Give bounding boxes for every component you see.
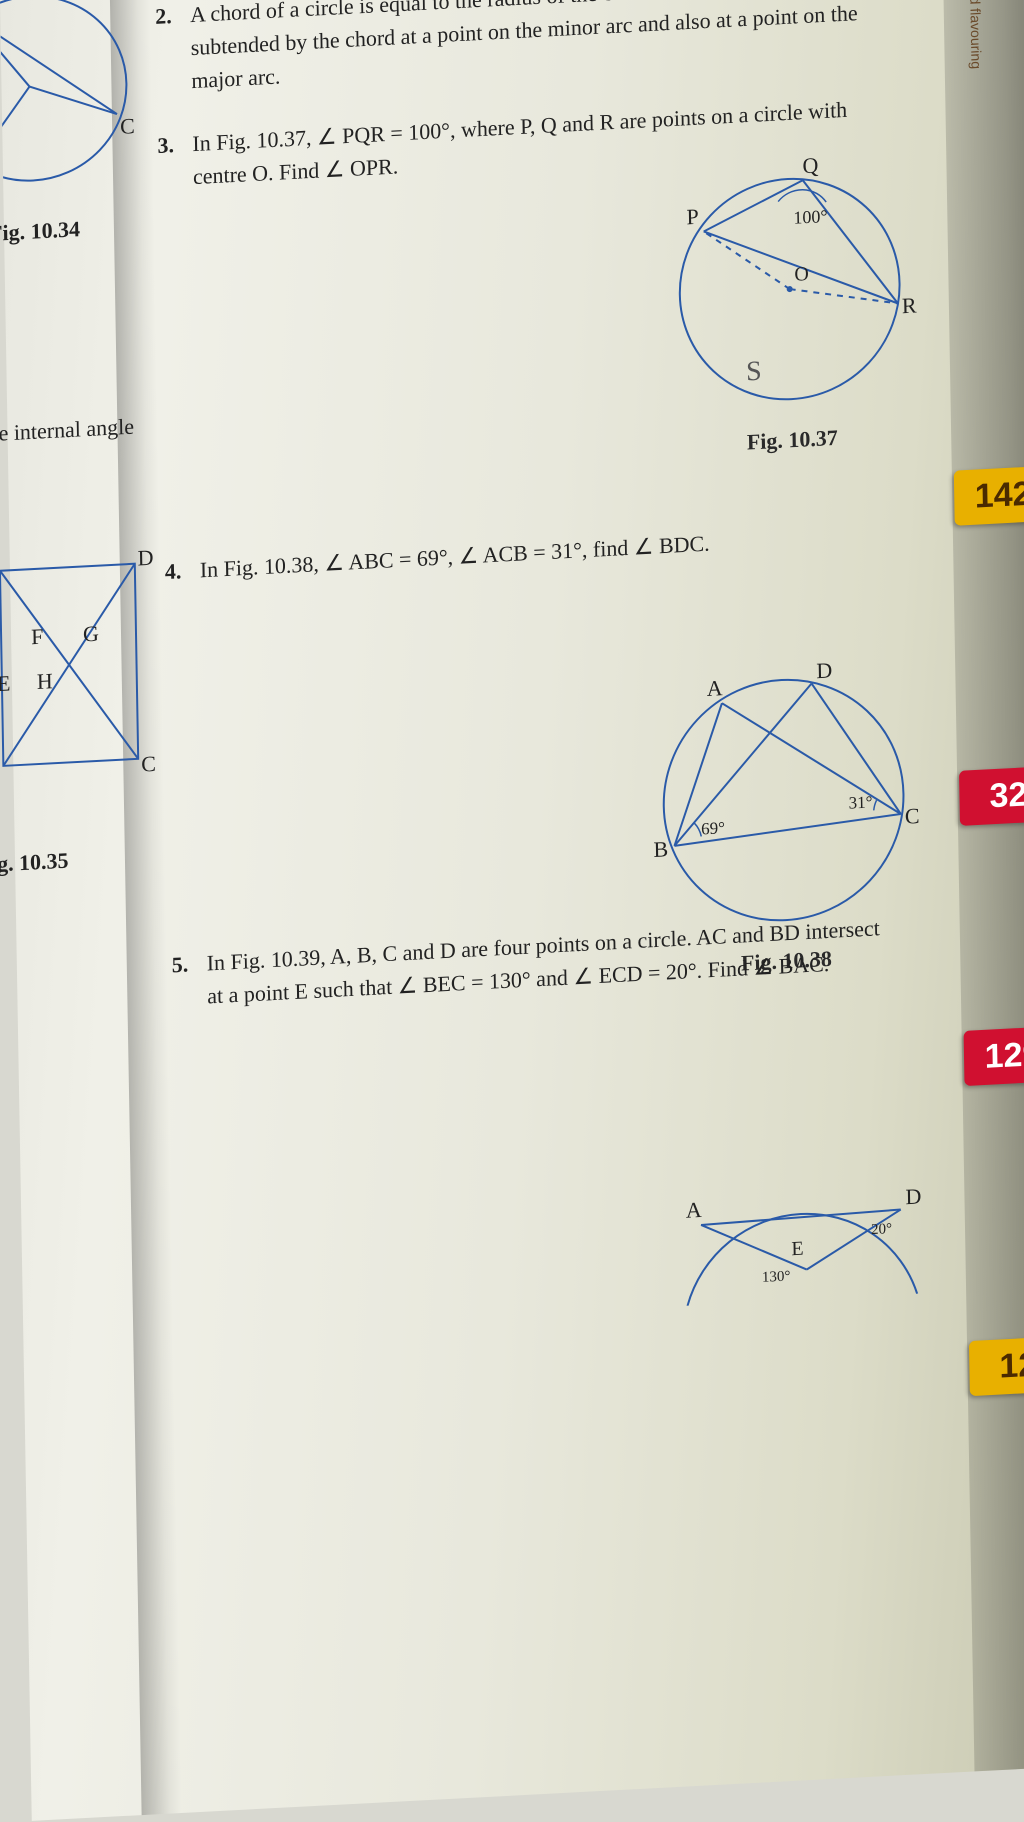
fig-10-37-container: 100° P Q R O S Fig. 10.37 — [658, 152, 923, 463]
problem-2-num: 2. — [155, 0, 172, 33]
svg-text:31°: 31° — [848, 792, 872, 812]
problem-2-text: A chord of a circle is equal to the radi… — [190, 0, 858, 93]
problem-5-num: 5. — [171, 947, 188, 981]
page-surface: B C Fig. 10.34 he internal angle D F G E… — [0, 0, 1024, 1821]
fig-10-35-label: g. 10.35 — [0, 848, 69, 878]
svg-text:D: D — [816, 657, 832, 683]
svg-text:H: H — [37, 668, 53, 694]
fig-10-39-svg: A D E 130° 20° — [655, 1153, 937, 1308]
fig-10-39-container: A D E 130° 20° — [655, 1153, 937, 1308]
tab-12: 12 — [969, 1336, 1024, 1396]
svg-text:D: D — [905, 1183, 921, 1209]
problem-5: 5. In Fig. 10.39, A, B, C and D are four… — [171, 911, 891, 1015]
svg-text:69°: 69° — [701, 818, 725, 838]
svg-text:F: F — [31, 624, 44, 650]
problem-2: 2. A chord of a circle is equal to the r… — [155, 0, 876, 99]
svg-text:A: A — [706, 675, 722, 701]
svg-text:E: E — [791, 1238, 804, 1261]
svg-text:R: R — [902, 292, 917, 318]
svg-text:20°: 20° — [871, 1221, 892, 1238]
left-column: B C Fig. 10.34 he internal angle D F G E… — [0, 0, 182, 1821]
tab-142: 142 — [954, 466, 1024, 526]
fig-10-38-svg: 69° 31° A B C D — [636, 652, 930, 947]
problem-4-text: In Fig. 10.38, ∠ ABC = 69°, ∠ ACB = 31°,… — [200, 531, 710, 583]
problem-4: 4. In Fig. 10.38, ∠ ABC = 69°, ∠ ACB = 3… — [165, 517, 885, 588]
handwritten-s: S — [746, 351, 762, 394]
svg-text:100°: 100° — [793, 206, 827, 228]
internal-angle-text: he internal angle — [0, 414, 134, 448]
svg-text:B: B — [653, 836, 668, 862]
svg-text:130°: 130° — [762, 1268, 791, 1285]
problem-3-num: 3. — [157, 128, 174, 162]
svg-text:A: A — [686, 1197, 702, 1223]
fig-10-35-rect: D F G E H C — [0, 542, 164, 811]
svg-text:C: C — [141, 751, 156, 777]
svg-text:P: P — [686, 204, 699, 230]
tab-129: 129 — [964, 1026, 1024, 1086]
fig-10-37-svg: 100° P Q R O — [658, 152, 922, 426]
label-C: C — [120, 113, 135, 139]
problem-4-num: 4. — [165, 554, 182, 588]
fig-10-34-circle: B C — [0, 0, 153, 210]
problem-5-text: In Fig. 10.39, A, B, C and D are four po… — [207, 915, 880, 1008]
tab-32: 32 — [959, 766, 1024, 826]
fig-10-34-label: Fig. 10.34 — [0, 216, 80, 247]
svg-text:G: G — [83, 621, 99, 647]
svg-text:E: E — [0, 670, 11, 696]
svg-text:D: D — [137, 545, 153, 571]
main-content: 2. A chord of a circle is equal to the r… — [155, 0, 892, 1044]
svg-text:O: O — [794, 263, 809, 286]
svg-text:C: C — [905, 803, 920, 829]
